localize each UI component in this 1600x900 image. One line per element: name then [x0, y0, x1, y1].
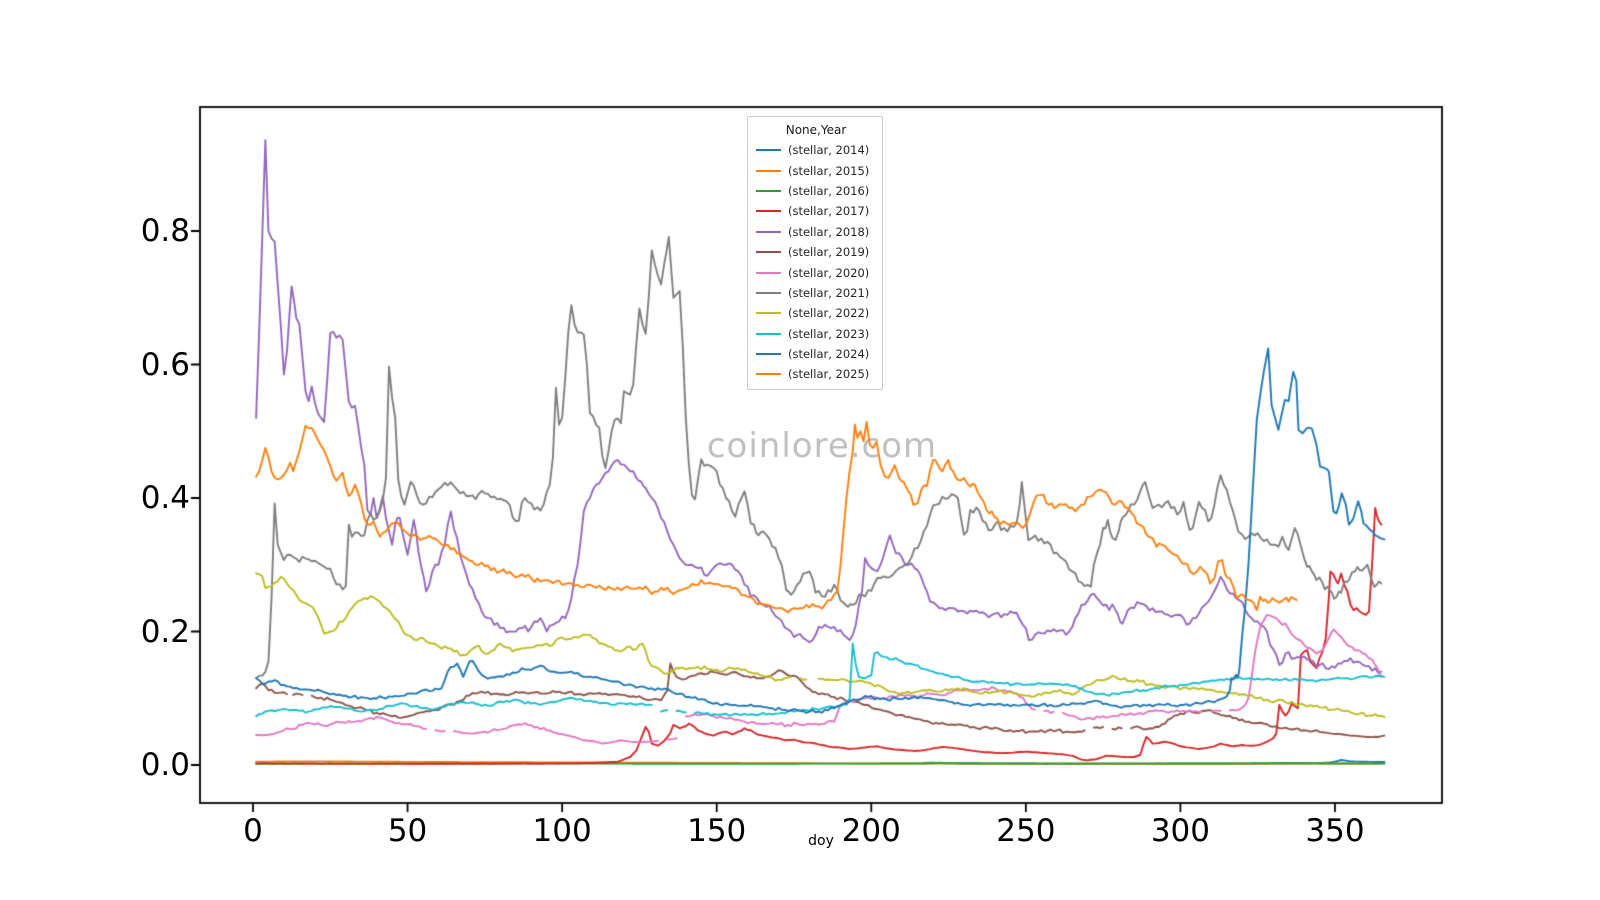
legend-line-swatch: [756, 291, 781, 294]
legend-rows: (stellar, 2014) (stellar, 2015) (stellar, …: [756, 140, 876, 385]
x-tick-label: 300: [1150, 813, 1210, 849]
legend-title: None,Year: [785, 123, 847, 137]
y-tick-label: 0.8: [140, 213, 190, 249]
legend-item-2021: (stellar, 2021): [756, 283, 876, 303]
legend-line-swatch: [756, 230, 781, 233]
legend-line-swatch: [756, 353, 781, 356]
legend-item-2022: (stellar, 2022): [756, 303, 876, 323]
y-tick-label: 0.4: [140, 480, 190, 516]
legend-item-2025: (stellar, 2025): [756, 364, 876, 384]
legend-item-2016: (stellar, 2016): [756, 181, 876, 201]
legend-label: (stellar, 2015): [788, 163, 870, 178]
x-tick-label: 350: [1305, 813, 1365, 849]
legend-label: (stellar, 2021): [788, 285, 870, 300]
legend-label: (stellar, 2017): [788, 204, 870, 219]
x-tick-label: 200: [841, 813, 901, 849]
x-tick-label: 250: [996, 813, 1056, 849]
legend-line-swatch: [756, 332, 781, 335]
legend-label: (stellar, 2020): [788, 265, 870, 280]
legend-line-swatch: [756, 189, 781, 192]
legend-item-2023: (stellar, 2023): [756, 324, 876, 344]
legend-label: (stellar, 2024): [788, 347, 870, 362]
legend-label: (stellar, 2025): [788, 367, 870, 382]
legend-item-2024: (stellar, 2024): [756, 344, 876, 364]
legend-line-swatch: [756, 312, 781, 315]
legend-line-swatch: [756, 251, 781, 254]
legend-item-2014: (stellar, 2014): [756, 140, 876, 160]
y-tick-label: 0.6: [140, 346, 190, 383]
x-tick-label: 0: [243, 813, 263, 849]
legend: None,Year (stellar, 2014) (stellar, 2015)…: [747, 116, 883, 390]
x-tick-label: 50: [387, 813, 428, 849]
legend-label: (stellar, 2019): [788, 245, 870, 260]
legend-item-2017: (stellar, 2017): [756, 201, 876, 221]
x-tick-label: 100: [532, 813, 592, 849]
x-tick-label: 150: [687, 813, 747, 849]
legend-label: (stellar, 2022): [788, 306, 870, 321]
legend-item-2019: (stellar, 2019): [756, 242, 876, 262]
legend-label: (stellar, 2023): [788, 326, 870, 341]
y-tick-label: 0.0: [140, 747, 190, 783]
legend-label: (stellar, 2018): [788, 224, 870, 239]
legend-line-swatch: [756, 149, 781, 152]
x-axis-label: doy: [808, 833, 834, 849]
legend-item-2015: (stellar, 2015): [756, 160, 876, 180]
legend-item-2020: (stellar, 2020): [756, 262, 876, 282]
legend-label: (stellar, 2016): [788, 183, 870, 198]
legend-line-swatch: [756, 210, 781, 213]
y-tick-label: 0.2: [140, 613, 190, 650]
legend-label: (stellar, 2014): [788, 143, 870, 158]
legend-item-2018: (stellar, 2018): [756, 222, 876, 242]
legend-line-swatch: [756, 271, 781, 274]
legend-line-swatch: [756, 373, 781, 376]
legend-line-swatch: [756, 169, 781, 172]
